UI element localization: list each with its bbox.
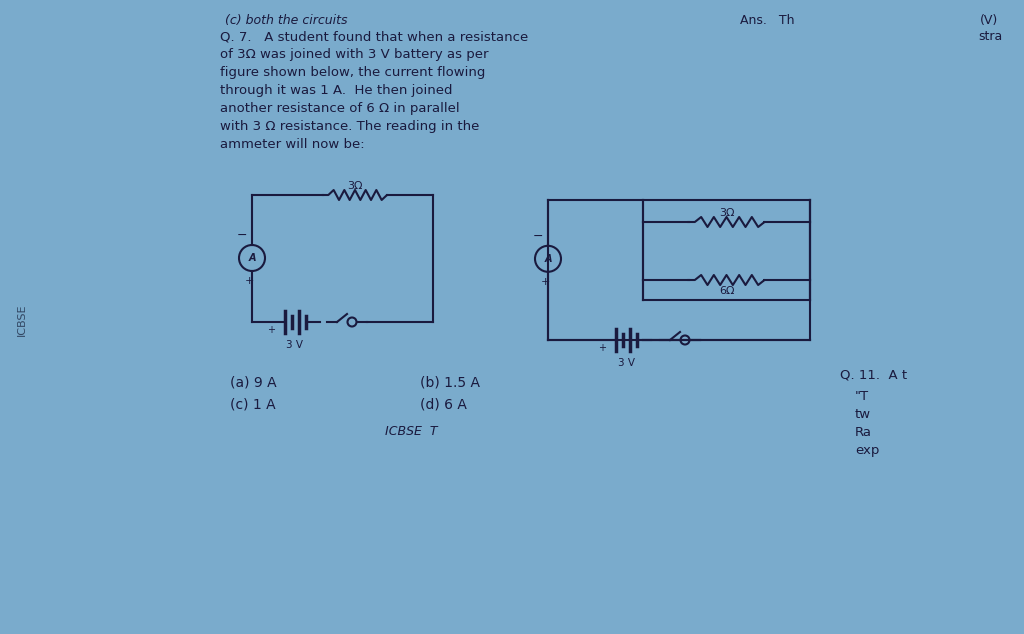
Text: (c) 1 A: (c) 1 A: [230, 397, 275, 411]
Text: another resistance of 6 Ω in parallel: another resistance of 6 Ω in parallel: [220, 102, 460, 115]
Text: Ans.   Th: Ans. Th: [740, 14, 795, 27]
Text: ICBSE  T: ICBSE T: [385, 425, 437, 438]
Text: exp: exp: [855, 444, 880, 457]
Text: −: −: [237, 229, 247, 242]
Text: ammeter will now be:: ammeter will now be:: [220, 138, 365, 151]
Text: Q. 7.   A student found that when a resistance: Q. 7. A student found that when a resist…: [220, 30, 528, 43]
Text: (a) 9 A: (a) 9 A: [230, 375, 276, 389]
Text: +: +: [598, 343, 606, 353]
Text: (c) both the circuits: (c) both the circuits: [225, 14, 347, 27]
Text: Ra: Ra: [855, 426, 872, 439]
Text: stra: stra: [978, 30, 1002, 43]
Text: "T: "T: [855, 390, 869, 403]
Text: 3Ω: 3Ω: [719, 208, 734, 218]
Text: tw: tw: [855, 408, 871, 421]
Text: 6Ω: 6Ω: [719, 286, 734, 296]
Text: +: +: [267, 325, 275, 335]
Text: A: A: [544, 254, 552, 264]
Text: 3 V: 3 V: [617, 358, 635, 368]
Text: (d) 6 A: (d) 6 A: [420, 397, 467, 411]
Text: −: −: [532, 230, 544, 243]
Text: figure shown below, the current flowing: figure shown below, the current flowing: [220, 66, 485, 79]
Text: through it was 1 A.  He then joined: through it was 1 A. He then joined: [220, 84, 453, 97]
Text: of 3Ω was joined with 3 V battery as per: of 3Ω was joined with 3 V battery as per: [220, 48, 488, 61]
Text: with 3 Ω resistance. The reading in the: with 3 Ω resistance. The reading in the: [220, 120, 479, 133]
Text: ICBSE: ICBSE: [17, 304, 27, 336]
Text: +: +: [541, 277, 550, 287]
Text: A: A: [248, 253, 256, 263]
Text: 3 V: 3 V: [287, 340, 303, 350]
Text: (V): (V): [980, 14, 998, 27]
Text: +: +: [245, 276, 254, 286]
Text: 3Ω: 3Ω: [347, 181, 362, 191]
Text: Q. 11.  A t: Q. 11. A t: [840, 368, 907, 381]
Text: (b) 1.5 A: (b) 1.5 A: [420, 375, 480, 389]
